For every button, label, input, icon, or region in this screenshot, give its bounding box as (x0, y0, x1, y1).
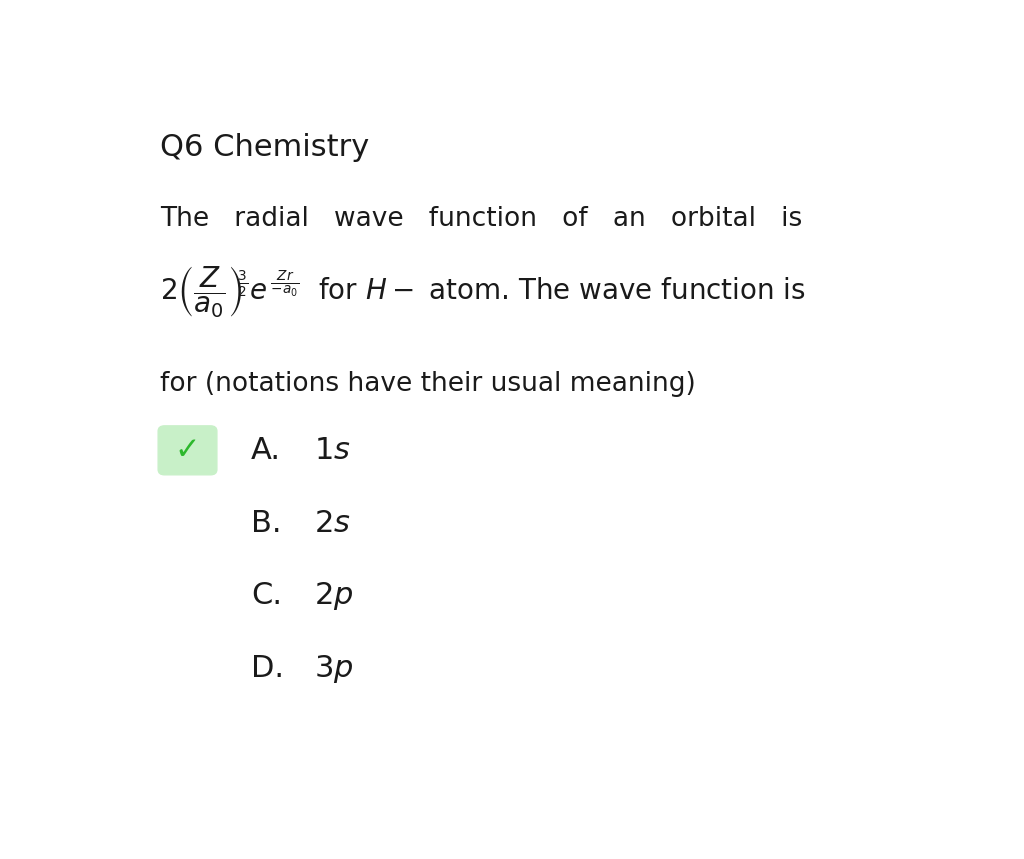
Text: 2$s$: 2$s$ (314, 509, 351, 538)
Text: A.: A. (251, 436, 281, 465)
Text: The   radial   wave   function   of   an   orbital   is: The radial wave function of an orbital i… (160, 205, 802, 232)
Text: $2\left(\dfrac{Z}{a_0}\right)^{\!\!\frac{3}{2}}e^{\,\frac{Zr}{-a_0}}$  for $H-$ : $2\left(\dfrac{Z}{a_0}\right)^{\!\!\frac… (160, 264, 806, 319)
Text: Q6 Chemistry: Q6 Chemistry (160, 133, 369, 161)
Text: 1$s$: 1$s$ (314, 436, 351, 465)
Text: for (notations have their usual meaning): for (notations have their usual meaning) (160, 371, 695, 397)
FancyBboxPatch shape (158, 426, 217, 475)
Text: C.: C. (251, 582, 282, 611)
Text: 2$p$: 2$p$ (314, 580, 354, 612)
Text: 3$p$: 3$p$ (314, 653, 354, 685)
Text: B.: B. (251, 509, 282, 538)
Text: ✓: ✓ (175, 436, 201, 465)
Text: D.: D. (251, 654, 284, 683)
